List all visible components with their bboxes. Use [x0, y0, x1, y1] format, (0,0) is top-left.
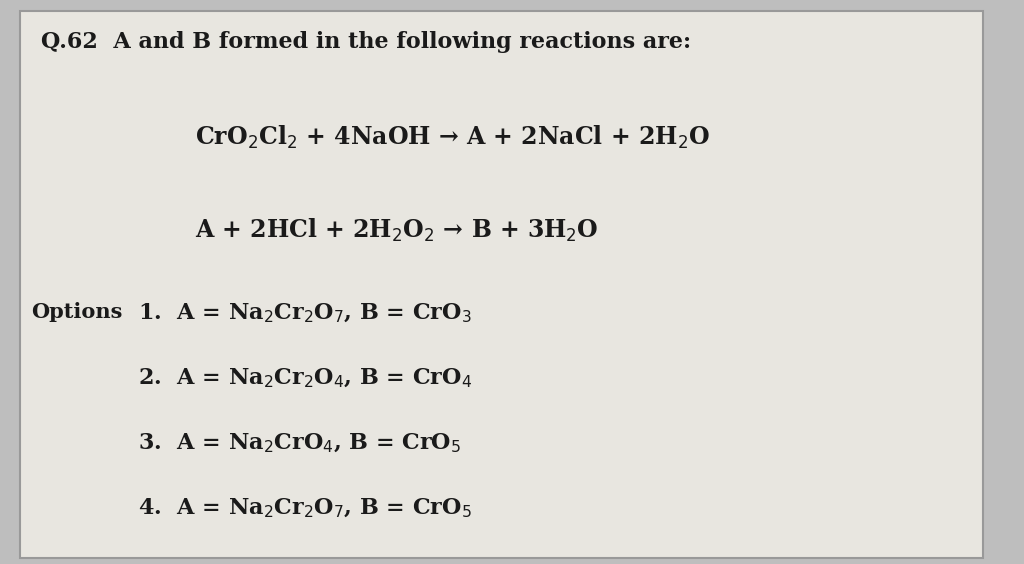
Text: CrO$_2$Cl$_2$ + 4NaOH → A + 2NaCl + 2H$_2$O: CrO$_2$Cl$_2$ + 4NaOH → A + 2NaCl + 2H$_…	[195, 124, 710, 151]
Text: 2.  A = Na$_2$Cr$_2$O$_4$, B = CrO$_4$: 2. A = Na$_2$Cr$_2$O$_4$, B = CrO$_4$	[138, 367, 472, 390]
Text: Options: Options	[31, 302, 122, 321]
FancyBboxPatch shape	[20, 11, 983, 558]
Text: 3.  A = Na$_2$CrO$_4$, B = CrO$_5$: 3. A = Na$_2$CrO$_4$, B = CrO$_5$	[138, 431, 462, 455]
Text: A + 2HCl + 2H$_2$O$_2$ → B + 3H$_2$O: A + 2HCl + 2H$_2$O$_2$ → B + 3H$_2$O	[195, 217, 598, 244]
Text: 4.  A = Na$_2$Cr$_2$O$_7$, B = CrO$_5$: 4. A = Na$_2$Cr$_2$O$_7$, B = CrO$_5$	[138, 496, 472, 519]
Text: Q.62  A and B formed in the following reactions are:: Q.62 A and B formed in the following rea…	[41, 31, 691, 53]
Text: 1.  A = Na$_2$Cr$_2$O$_7$, B = CrO$_3$: 1. A = Na$_2$Cr$_2$O$_7$, B = CrO$_3$	[138, 302, 472, 325]
